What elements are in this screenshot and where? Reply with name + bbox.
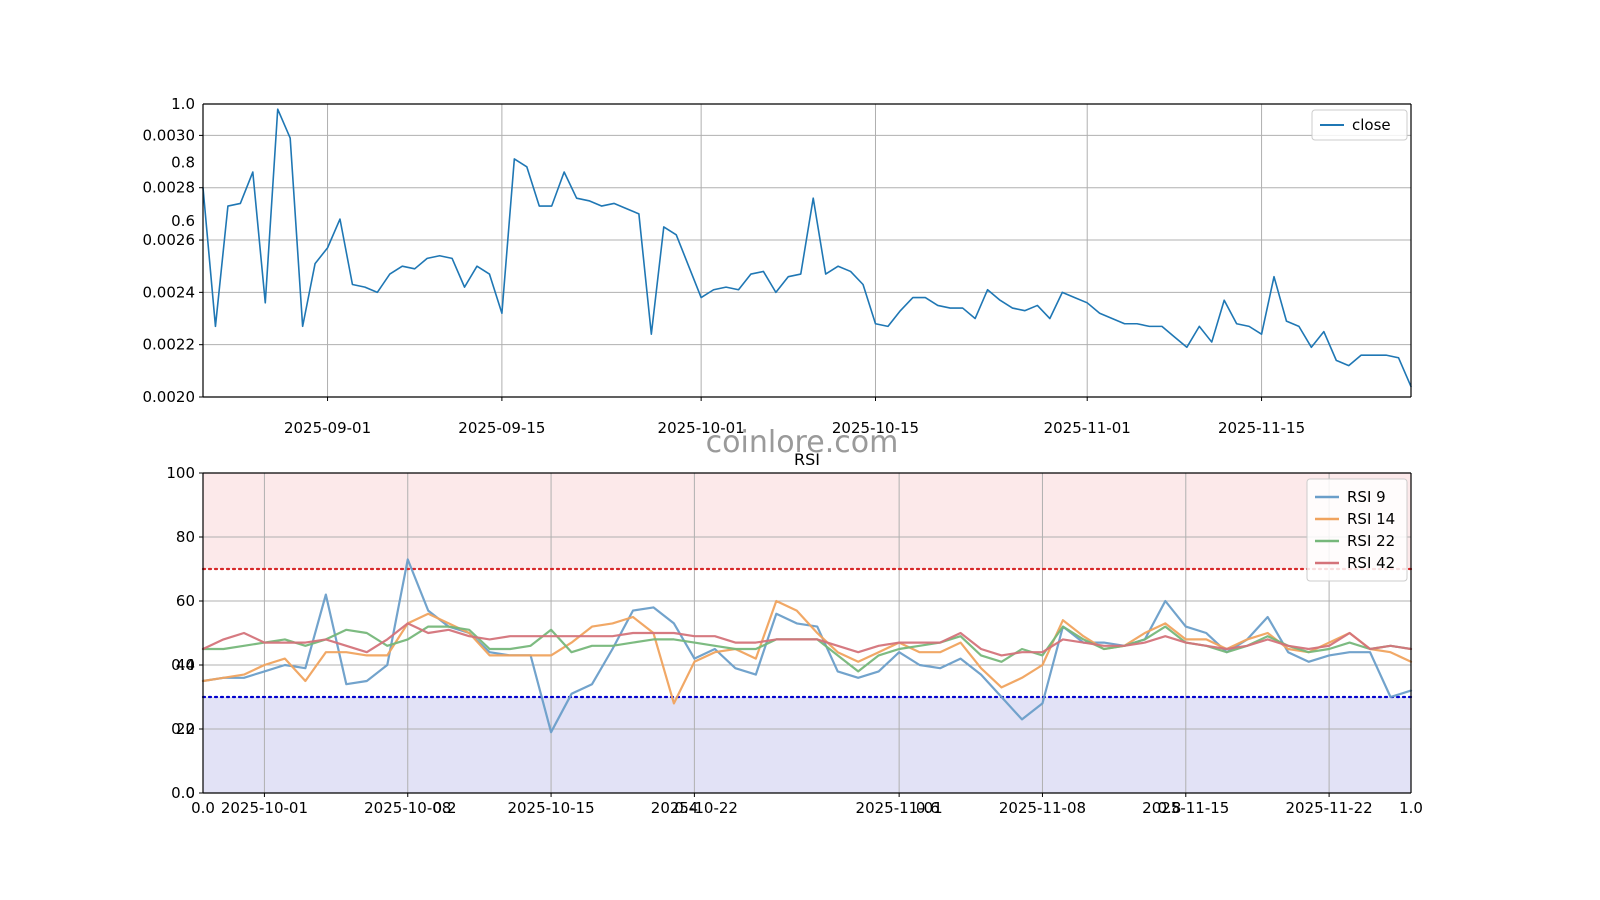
- rsi-x-tick-label: 2025-10-08: [364, 799, 451, 817]
- rsi-overbought-band: [203, 473, 1411, 569]
- rsi-y-tick-label-overlay: 0.0: [171, 784, 195, 802]
- rsi-legend-box: [1306, 478, 1408, 582]
- rsi-y-tick-label-overlay: 0.4: [171, 656, 195, 674]
- rsi-legend-label-rsi-14: RSI 14: [1347, 510, 1395, 528]
- price-x-tick-label: 2025-09-01: [284, 419, 371, 437]
- rsi-x-tick-label-overlay: 0.8: [1157, 799, 1181, 817]
- rsi-oversold-band: [203, 697, 1411, 793]
- rsi-y-tick-label: 100: [166, 464, 195, 482]
- rsi-x-tick-label: 2025-11-08: [999, 799, 1086, 817]
- watermark-text: coinlore.com: [706, 425, 899, 460]
- price-plot-background: [203, 104, 1411, 397]
- price-legend-label-close: close: [1352, 116, 1391, 134]
- rsi-y-tick-label: 80: [176, 528, 195, 546]
- price-y-tick-label: 0.0020: [143, 388, 196, 406]
- price-y-tick-label-overlay: 1.0: [171, 95, 195, 113]
- rsi-x-tick-label: 2025-11-01: [856, 799, 943, 817]
- price-x-tick-label: 2025-10-15: [832, 419, 919, 437]
- price-x-tick-label: 2025-11-01: [1044, 419, 1131, 437]
- rsi-x-tick-label: 2025-11-22: [1286, 799, 1373, 817]
- rsi-x-tick-label-overlay: 0.0: [191, 799, 215, 817]
- rsi-y-tick-label: 60: [176, 592, 195, 610]
- price-y-tick-label: 0.0028: [143, 179, 196, 197]
- rsi-series-rsi-14: [201, 599, 1413, 705]
- rsi-x-tick-label-overlay: 1.0: [1399, 799, 1423, 817]
- price-y-tick-label: 0.0026: [143, 231, 196, 249]
- price-panel: 0.0020 0.0022 0.0024 0.0026 0.0028 0.0030 0.6 0…: [143, 95, 1412, 437]
- rsi-legend-label-rsi-42: RSI 42: [1347, 554, 1395, 572]
- price-series-close: [202, 108, 1412, 388]
- rsi-y-tick-label: 40: [176, 656, 195, 674]
- rsi-x-tick-label: 2025-10-22: [651, 799, 738, 817]
- rsi-y-tick-label: 20: [176, 720, 195, 738]
- price-y-tick-label: 0.0024: [143, 283, 196, 301]
- price-y-tick-label-overlay: 0.8: [171, 154, 195, 172]
- rsi-x-tick-label-overlay: 0.6: [916, 799, 940, 817]
- rsi-series-rsi-9: [201, 558, 1413, 734]
- rsi-legend-label-rsi-22: RSI 22: [1347, 532, 1395, 550]
- price-x-tick-label: 2025-09-15: [458, 419, 545, 437]
- price-legend-box: [1311, 109, 1408, 141]
- rsi-legend-label-rsi-9: RSI 9: [1347, 488, 1386, 506]
- rsi-y-tick-label: 0: [185, 784, 195, 802]
- rsi-panel: 0 20 40 60 80 100 0.0 0.2 0.4 2025-10-01 2025-10-0…: [166, 450, 1423, 817]
- rsi-x-tick-label: 2025-10-01: [221, 799, 308, 817]
- price-x-tick-label: 2025-11-15: [1218, 419, 1305, 437]
- price-y-tick-label-overlay: 0.6: [171, 212, 195, 230]
- rsi-series-rsi-42: [201, 622, 1413, 657]
- rsi-y-tick-label-overlay: 0.2: [171, 720, 195, 738]
- rsi-x-tick-label-overlay: 0.2: [433, 799, 457, 817]
- price-x-tick-label: 2025-10-01: [658, 419, 745, 437]
- rsi-title: RSI: [794, 450, 820, 469]
- rsi-x-tick-label: 2025-11-15: [1142, 799, 1229, 817]
- price-legend[interactable]: close: [1311, 109, 1408, 141]
- rsi-legend[interactable]: RSI 9 RSI 14 RSI 22 RSI 42: [1306, 478, 1408, 582]
- rsi-x-tick-label: 2025-10-15: [507, 799, 594, 817]
- price-y-tick-label: 0.0022: [143, 336, 196, 354]
- price-y-tick-label: 0.0030: [143, 126, 196, 144]
- rsi-x-tick-label-overlay: 0.4: [674, 799, 698, 817]
